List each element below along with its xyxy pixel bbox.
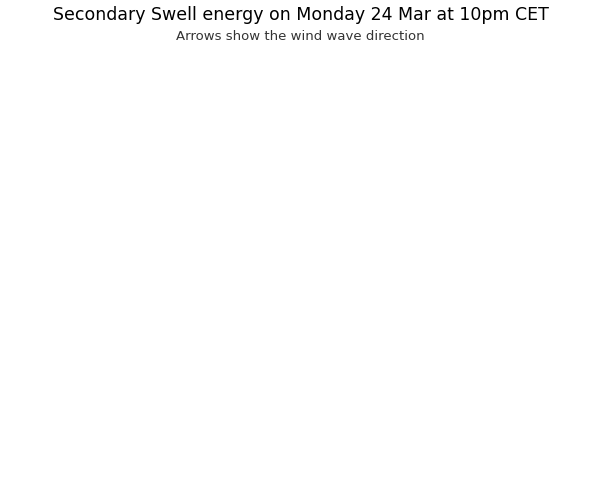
Text: Secondary Swell energy on Monday 24 Mar at 10pm CET: Secondary Swell energy on Monday 24 Mar … [52,6,549,24]
Text: Arrows show the wind wave direction: Arrows show the wind wave direction [176,30,425,43]
